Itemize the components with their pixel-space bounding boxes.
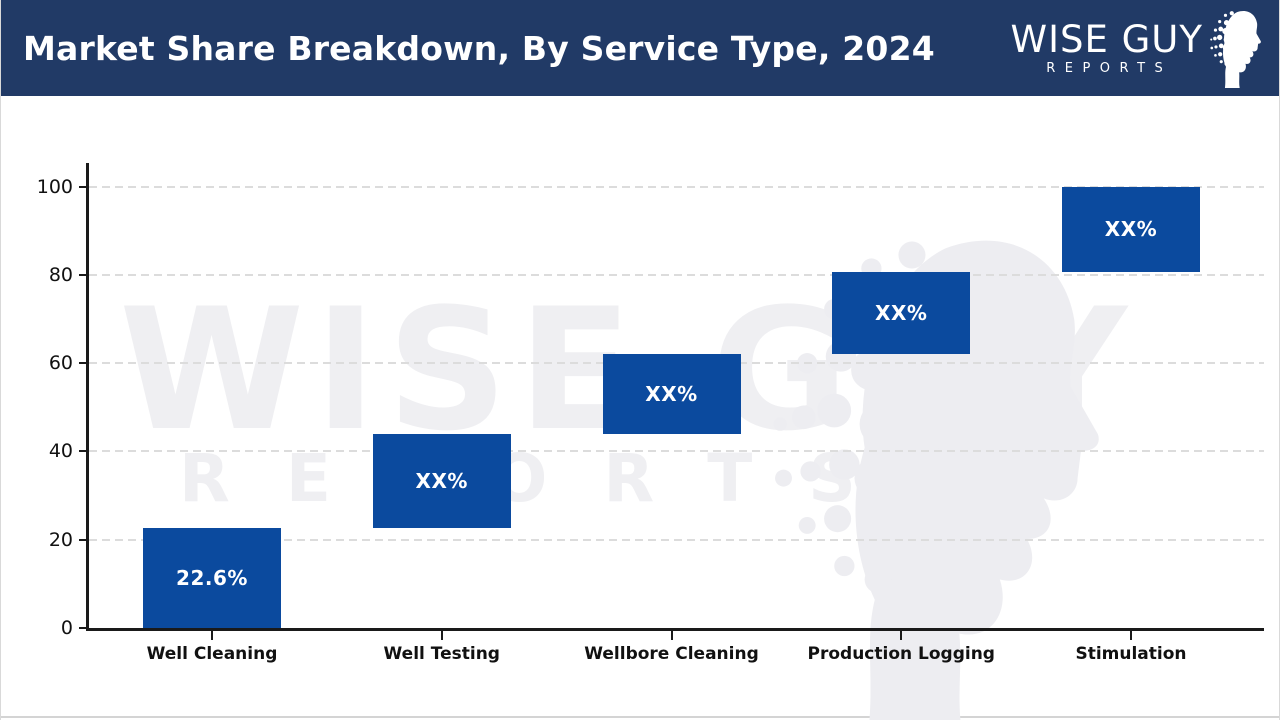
x-tick-label: Stimulation	[1075, 644, 1187, 664]
header: Market Share Breakdown, By Service Type,…	[1, 0, 1279, 96]
gridline	[89, 273, 1264, 276]
wise-guy-logo: WISE GUY REPORTS	[1011, 9, 1265, 88]
y-tick	[79, 538, 89, 541]
watermark-subtitle: REPORTS	[179, 440, 912, 517]
gridline	[89, 450, 1264, 453]
y-tick	[79, 273, 89, 276]
x-tick-label: Well Testing	[383, 644, 500, 664]
x-tick-label: Production Logging	[807, 644, 995, 664]
bar-value-label: XX%	[645, 382, 698, 406]
x-tick	[440, 631, 443, 640]
x-tick	[900, 631, 903, 640]
logo-wordmark: WISE GUY	[1010, 18, 1203, 61]
y-tick-label: 80	[48, 263, 73, 286]
y-tick	[79, 362, 89, 365]
bar-value-label: XX%	[415, 469, 468, 494]
bar-segment: XX%	[372, 434, 511, 529]
bar-segment: XX%	[1062, 186, 1200, 273]
gridline	[89, 185, 1264, 188]
logo-subtitle: REPORTS	[1046, 61, 1173, 76]
logo-text: WISE GUY REPORTS	[1011, 21, 1203, 75]
y-tick-label: 20	[48, 528, 73, 551]
y-tick	[79, 627, 89, 629]
y-tick-label: 60	[48, 352, 73, 375]
y-tick-label: 100	[36, 175, 73, 198]
bar-value-label: XX%	[875, 300, 928, 325]
y-tick	[79, 450, 89, 453]
x-tick-label: Wellbore Cleaning	[584, 644, 759, 664]
x-tick	[670, 631, 673, 640]
x-tick	[211, 631, 213, 640]
x-tick-label: Well Cleaning	[146, 644, 278, 664]
x-tick	[1130, 631, 1132, 640]
y-axis	[86, 163, 89, 631]
bar-segment: XX%	[832, 272, 971, 354]
y-tick	[79, 185, 89, 188]
page-title: Market Share Breakdown, By Service Type,…	[23, 28, 935, 68]
bar-segment: XX%	[602, 353, 741, 435]
bar-value-label: XX%	[1104, 217, 1158, 242]
gridline	[89, 538, 1264, 541]
y-tick-label: 40	[48, 440, 73, 463]
bar-value-label: 22.6%	[176, 566, 248, 591]
bar-segment: 22.6%	[143, 528, 281, 628]
x-axis	[86, 628, 1264, 631]
y-tick-label: 0	[60, 617, 73, 639]
